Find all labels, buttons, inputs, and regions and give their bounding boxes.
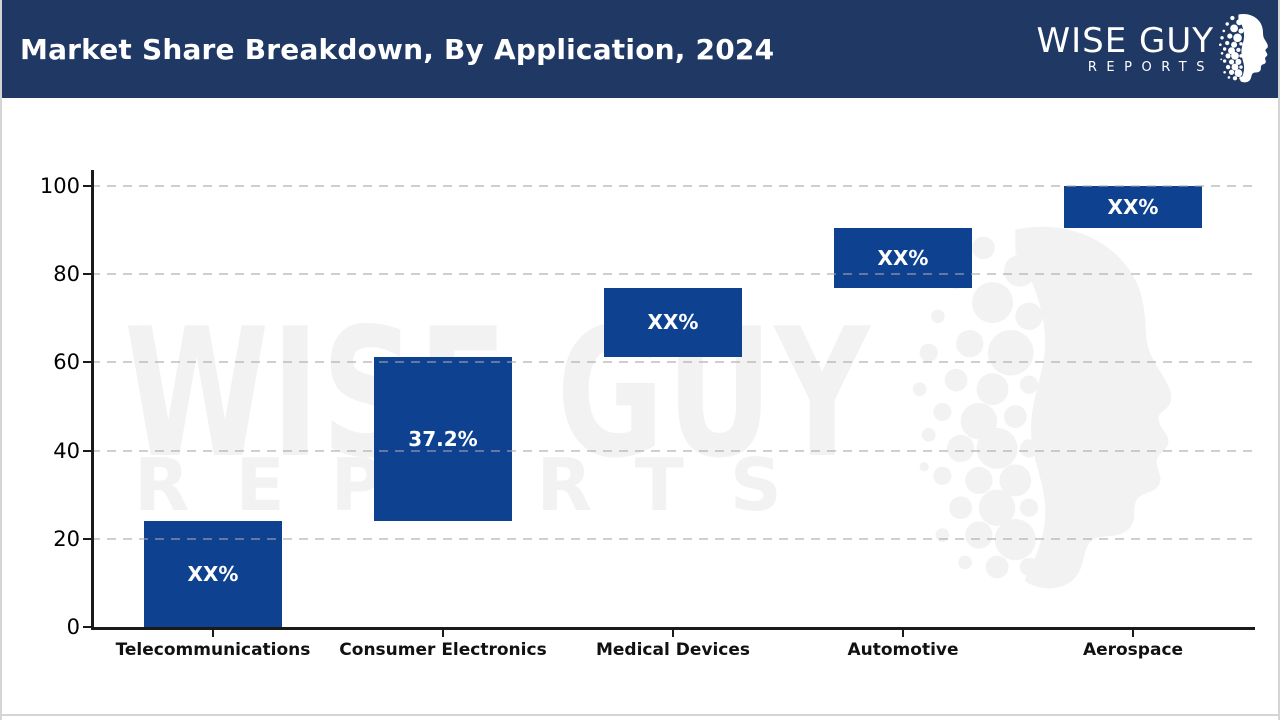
y-axis-line xyxy=(91,170,94,630)
y-tick-mark xyxy=(83,449,91,452)
header-bar: Market Share Breakdown, By Application, … xyxy=(2,0,1278,98)
page-title: Market Share Breakdown, By Application, … xyxy=(20,32,775,66)
y-tick-label: 60 xyxy=(53,350,80,375)
y-tick-label: 20 xyxy=(53,526,80,551)
bar-value-label: XX% xyxy=(187,562,239,587)
gridline xyxy=(91,449,1255,452)
logo-face-icon xyxy=(1219,14,1268,83)
x-tick-mark xyxy=(902,630,904,637)
x-category-label: Aerospace xyxy=(1082,640,1184,660)
chart-area: WISE GUY REPORTS 020406080100XX%Telecomm… xyxy=(2,98,1278,716)
y-tick-label: 40 xyxy=(53,438,80,463)
bar: XX% xyxy=(834,228,972,288)
bar-value-label: XX% xyxy=(1107,195,1159,220)
y-tick-label: 0 xyxy=(66,615,80,639)
waterfall-plot: 0 20 40 60 80 100 XX% Telecommunications 37.2% Co… xyxy=(2,98,1278,714)
gridline xyxy=(91,537,1255,540)
logo-wordmark-line1: WISE GUY xyxy=(1036,21,1214,61)
bar: XX% xyxy=(604,287,742,358)
gridline xyxy=(91,185,1255,187)
x-tick-mark xyxy=(442,630,444,637)
y-tick-mark xyxy=(83,185,91,187)
bar-value-label: 37.2% xyxy=(408,427,478,452)
bar: 37.2% xyxy=(374,357,512,522)
x-category-label: Telecommunications xyxy=(115,640,311,660)
y-tick-label: 100 xyxy=(39,174,80,198)
gridline xyxy=(91,273,1255,276)
x-tick-mark xyxy=(1132,630,1134,637)
logo-wordmark-line2: REPORTS xyxy=(1087,60,1214,75)
logo-wordmark: WISE GUY REPORTS xyxy=(1036,23,1214,75)
x-tick-mark xyxy=(672,630,674,637)
bar: XX% xyxy=(1064,186,1202,229)
y-tick-mark xyxy=(83,537,91,540)
x-category-label: Consumer Electronics xyxy=(339,640,547,660)
bar-value-label: XX% xyxy=(647,310,699,335)
bar-value-label: XX% xyxy=(877,246,929,271)
x-tick-mark xyxy=(212,630,214,637)
x-axis-line xyxy=(91,627,1255,630)
x-category-label: Automotive xyxy=(847,640,959,660)
gridline xyxy=(91,361,1255,364)
y-tick-mark xyxy=(83,273,91,276)
y-tick-mark xyxy=(83,361,91,364)
y-tick-mark xyxy=(83,626,91,628)
y-tick-label: 80 xyxy=(53,262,80,287)
wise-guy-logo: WISE GUY REPORTS xyxy=(1036,9,1278,89)
x-category-label: Medical Devices xyxy=(595,640,750,660)
